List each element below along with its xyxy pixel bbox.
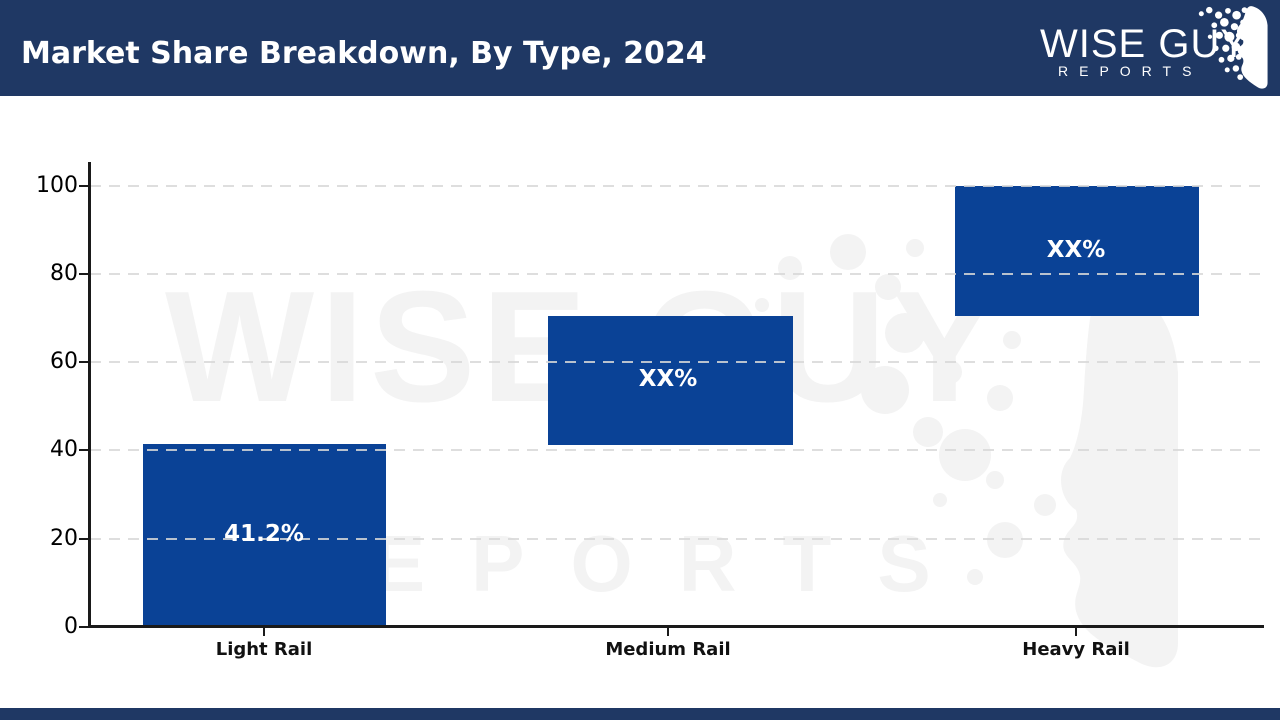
y-tick-label-80: 80 [50,261,78,286]
x-label-medium-rail: Medium Rail [605,639,731,660]
y-tick-label-40: 40 [50,437,78,462]
footer-band [0,708,1280,720]
bar-medium-rail [548,316,793,445]
watermark-face-icon [755,234,1178,668]
y-tick-label-0: 0 [64,614,78,639]
wise-guy-reports-logo: WISE GUY REPORTS [1000,0,1280,96]
gridline-20 [90,538,1262,540]
logo-text-wise-guy: WISE GUY [1040,22,1249,66]
x-tick-light-rail [263,628,265,636]
logo-face-icon [1198,6,1268,89]
y-tick-label-60: 60 [50,349,78,374]
y-tick-label-100: 100 [36,173,78,198]
gridline-60 [90,361,1262,363]
bar-heavy-rail [955,186,1199,316]
x-axis-line [88,625,1264,628]
logo-text-reports: REPORTS [1058,63,1203,79]
bar-value-label-heavy-rail: XX% [1046,237,1106,263]
y-tick-60 [79,361,88,363]
y-tick-label-20: 20 [50,526,78,551]
bar-light-rail [143,444,386,626]
x-tick-medium-rail [667,628,669,636]
y-tick-80 [79,273,88,275]
gridline-100 [90,185,1262,187]
gridline-40 [90,449,1262,451]
page-title: Market Share Breakdown, By Type, 2024 [21,36,707,71]
y-tick-20 [79,538,88,540]
x-label-light-rail: Light Rail [215,639,313,660]
x-tick-heavy-rail [1075,628,1077,636]
y-axis-line [88,162,91,628]
bar-value-label-medium-rail: XX% [638,366,698,392]
y-tick-40 [79,449,88,451]
header-band: Market Share Breakdown, By Type, 2024 WI… [0,0,1280,96]
y-tick-0 [79,626,88,628]
gridline-80 [90,273,1262,275]
x-label-heavy-rail: Heavy Rail [1022,639,1130,660]
bar-value-label-light-rail: 41.2% [224,521,304,547]
y-tick-100 [79,185,88,187]
